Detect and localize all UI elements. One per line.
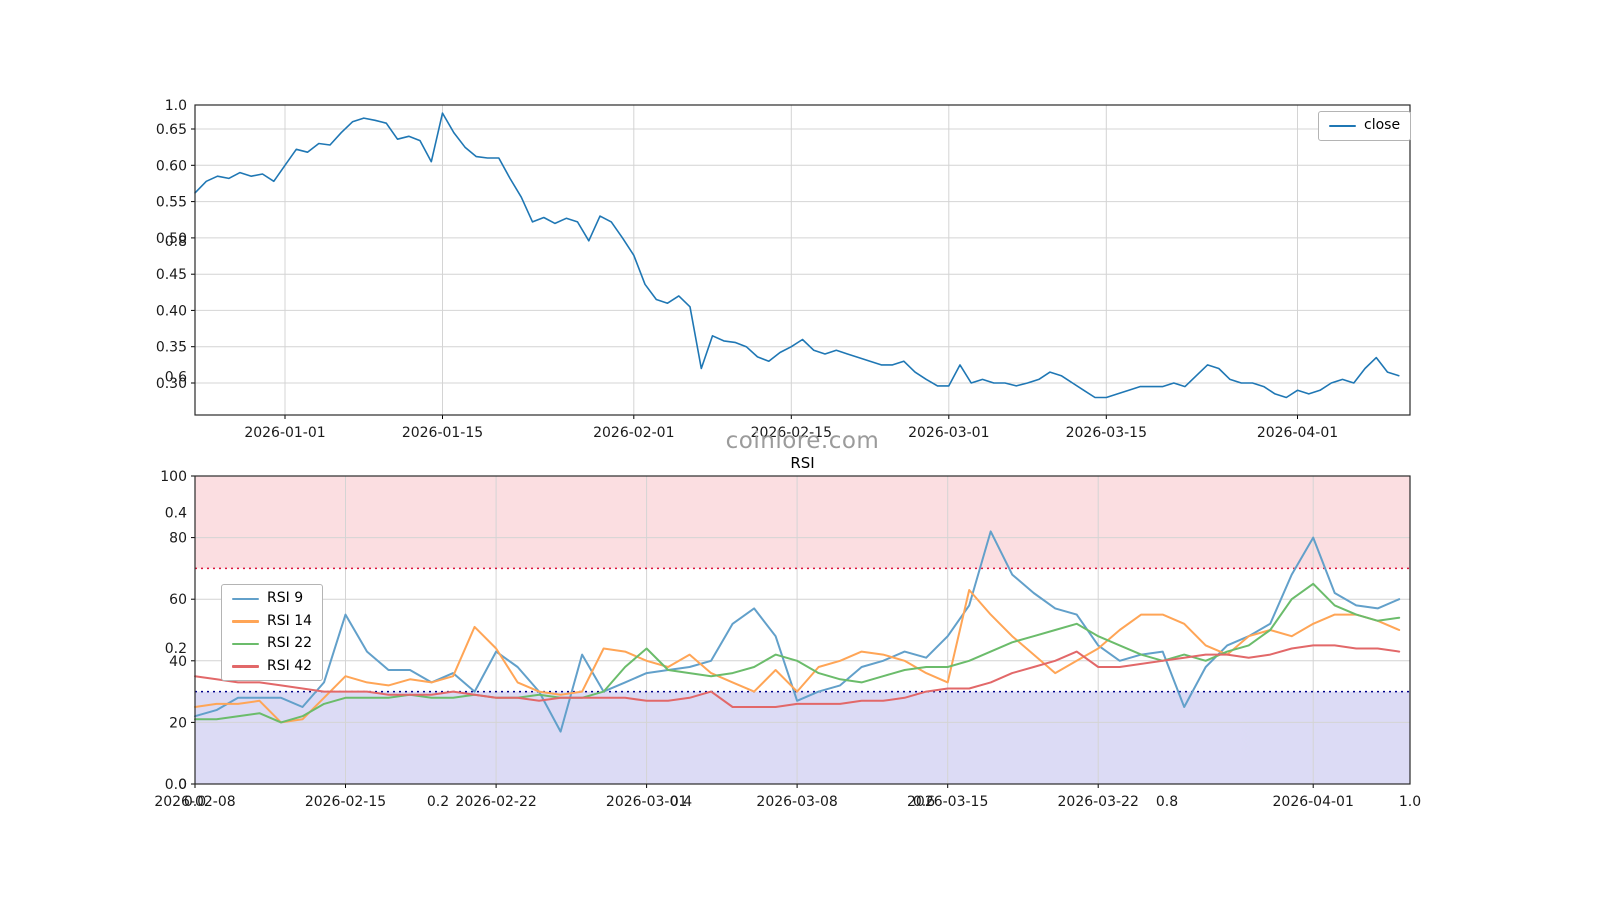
x-tick-label: 2026-01-15 [402,425,483,441]
close-legend: close [1318,111,1412,141]
y-tick-label: 60 [169,592,187,608]
oversold-band [195,691,1410,784]
overbought-band [195,476,1410,569]
y-tick-label: 0.45 [156,267,187,283]
fraction-x-tick-label: 1.0 [1399,794,1421,810]
y-tick-label: 100 [160,469,187,485]
series-line-close [194,112,1400,399]
legend-item: RSI 22 [232,635,312,653]
plot-frame [194,475,1411,785]
legend-item: close [1329,117,1400,135]
fraction-x-tick-label: 0.8 [1156,794,1178,810]
fraction-y-tick-label: 0.8 [165,234,187,250]
y-tick-label: 0.65 [156,122,187,138]
y-tick-label: 40 [169,654,187,670]
legend-line-sample [1329,124,1356,127]
fraction-x-tick-label: 0.2 [427,794,449,810]
fraction-y-tick-label: 1.0 [165,98,187,114]
x-tick-label: 2026-01-01 [244,425,325,441]
legend-item: RSI 14 [232,613,312,631]
legend-item: RSI 42 [232,658,312,676]
y-tick-label: 0.40 [156,303,187,319]
y-tick-label: 0.50 [156,231,187,247]
legend-item: RSI 9 [232,590,312,608]
series-line-rsi-14 [194,589,1401,724]
y-tick-label: 0 [178,777,187,793]
x-tick-label: 2026-02-15 [751,425,832,441]
x-tick-label: 2026-02-22 [455,794,536,810]
legend-line-sample [232,665,259,668]
x-tick-label: 2026-03-01 [606,794,687,810]
y-tick-label: 0.30 [156,376,187,392]
x-tick-label: 2026-02-01 [593,425,674,441]
x-tick-label: 2026-04-01 [1257,425,1338,441]
y-tick-label: 0.55 [156,195,187,211]
fraction-x-tick-label: 0.4 [670,794,692,810]
series-line-rsi-22 [194,582,1401,724]
x-tick-label: 2026-03-15 [1066,425,1147,441]
legend-label: close [1364,117,1401,133]
x-tick-label: 2026-03-22 [1058,794,1139,810]
x-tick-label: 2026-04-01 [1273,794,1354,810]
x-tick-label: 2026-02-08 [154,794,235,810]
x-tick-label: 2026-03-08 [756,794,837,810]
fraction-y-tick-label: 0.0 [165,777,187,793]
fraction-x-tick-label: 0.0 [184,794,206,810]
price-chart: 2026-01-01 2026-01-15 2026-02-01 2026-02-15… [156,104,1411,441]
rsi-legend: RSI 9 RSI 14 RSI 22 RSI 42 [221,584,324,681]
x-tick-label: 2026-03-15 [907,794,988,810]
legend-line-sample [232,642,259,645]
fraction-y-tick-label: 0.2 [165,641,187,657]
series-line-rsi-9 [194,530,1401,733]
rsi-chart-title: RSI [790,454,815,472]
legend-label: RSI 22 [267,635,313,651]
legend-line-sample [232,597,259,600]
plot-frame [194,104,1411,416]
x-tick-label: 2026-02-15 [305,794,386,810]
legend-label: RSI 9 [267,590,304,606]
fraction-y-tick-label: 0.4 [165,505,187,521]
legend-line-sample [232,620,259,623]
series-line-rsi-42 [194,644,1401,708]
legend-label: RSI 14 [267,612,313,629]
watermark: coinlore.com [725,428,880,454]
y-tick-label: 20 [169,715,187,731]
fraction-y-tick-label: 0.6 [165,370,187,386]
y-tick-label: 0.60 [156,158,187,174]
rsi-chart: 2026-02-08 2026-02-15 2026-02-22 2026-03-01… [154,469,1411,810]
fraction-x-tick-label: 0.6 [913,794,935,810]
y-tick-label: 80 [169,531,187,547]
y-tick-label: 0.35 [156,340,187,356]
legend-label: RSI 42 [267,657,313,674]
x-tick-label: 2026-03-01 [908,425,989,441]
figure-fraction-axis: 0.0 0.2 0.4 0.6 0.8 1.0 0.0 0.2 0.4 0.6 0.8 1.0 [165,98,1421,810]
